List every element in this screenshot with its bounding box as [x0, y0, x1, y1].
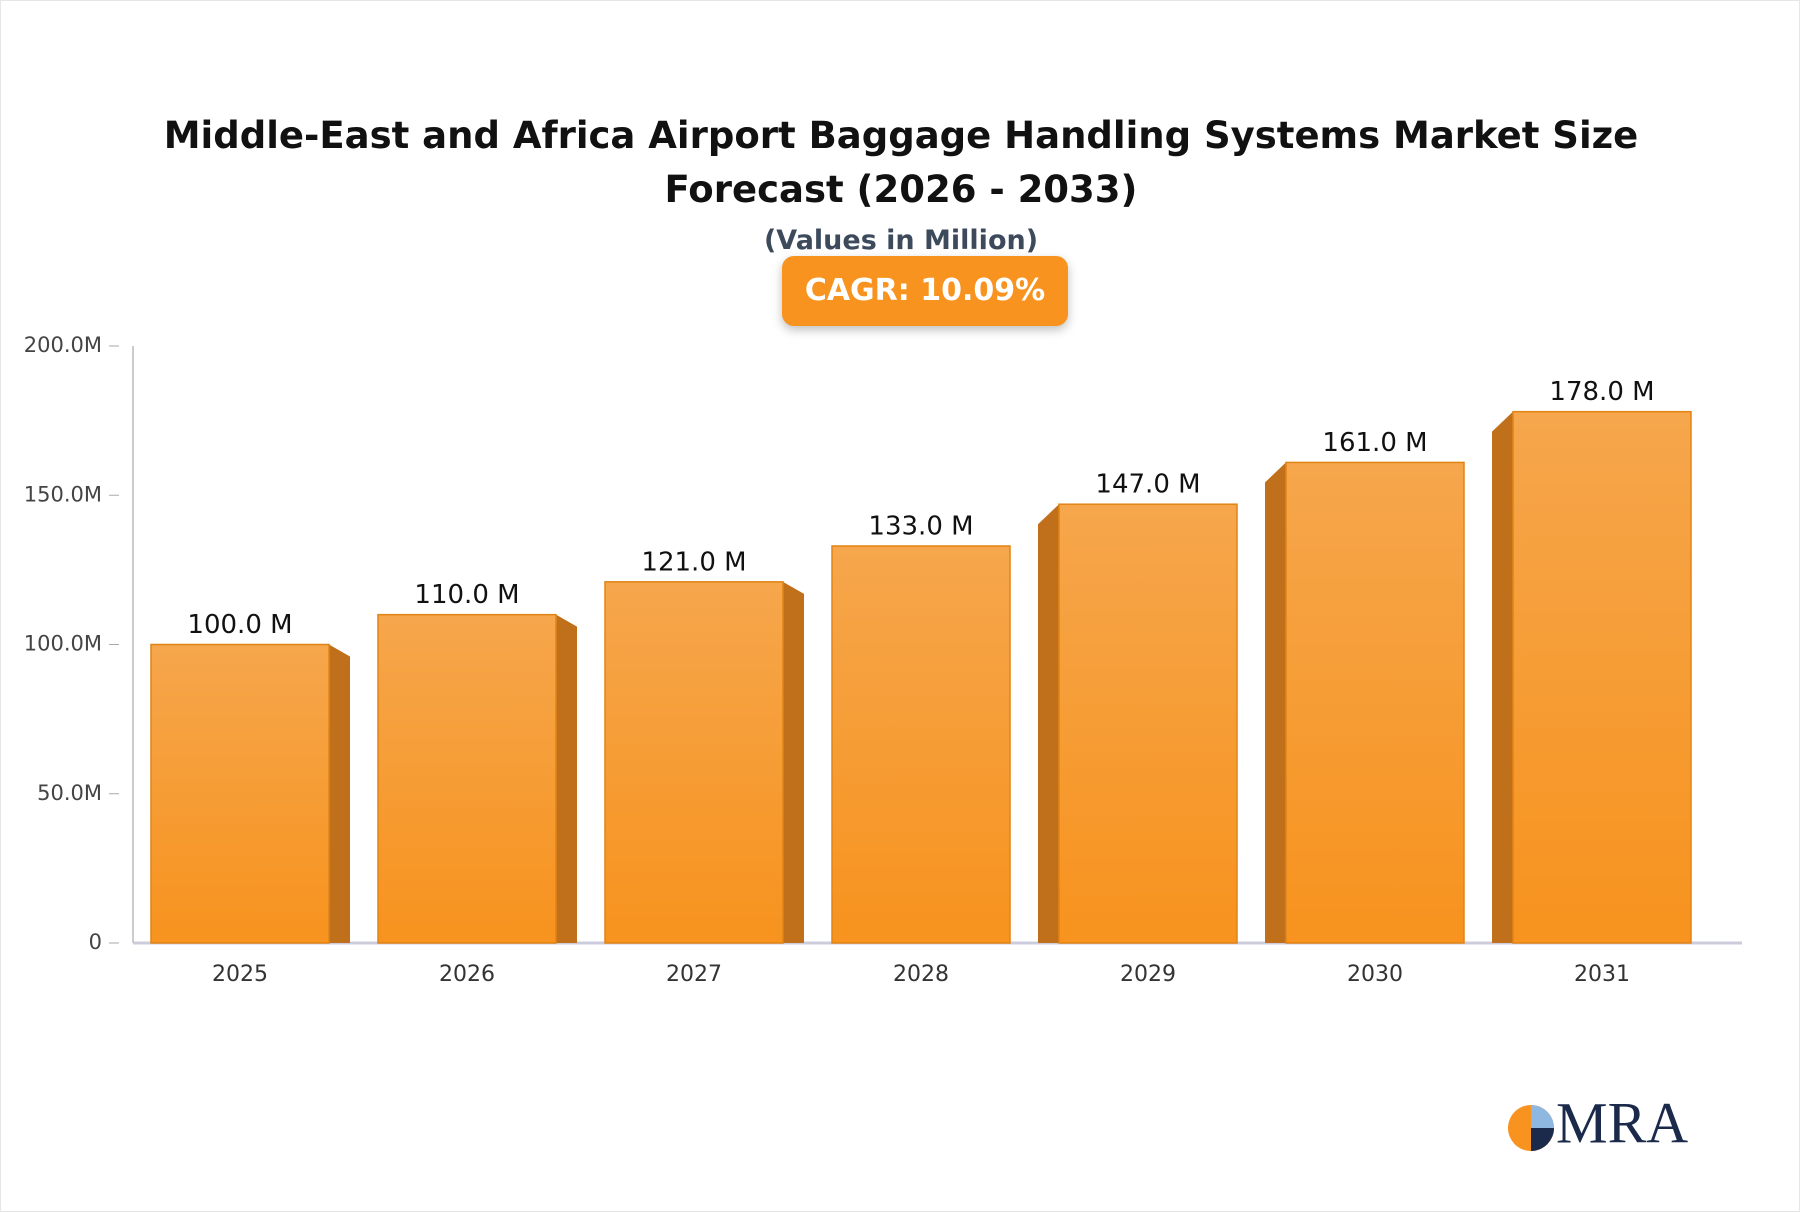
x-tick-label: 2031	[1574, 962, 1630, 987]
bar	[1512, 410, 1692, 944]
bar	[150, 643, 330, 944]
y-tick-label: 50.0M	[37, 781, 102, 805]
x-tick-label: 2027	[666, 962, 722, 987]
x-tick-label: 2025	[212, 962, 268, 987]
value-label: 178.0 M	[1549, 377, 1654, 407]
y-tick-label: 200.0M	[24, 333, 102, 357]
bar	[1058, 503, 1238, 944]
y-tick-label: 150.0M	[24, 482, 102, 506]
bar-side	[1492, 411, 1513, 943]
bar	[1285, 461, 1465, 944]
bar	[831, 545, 1011, 944]
value-label: 121.0 M	[641, 547, 746, 577]
bar-side	[1265, 462, 1286, 943]
value-label: 133.0 M	[868, 511, 973, 541]
x-tick-label: 2026	[439, 962, 495, 987]
x-tick-label: 2030	[1347, 962, 1403, 987]
value-label: 100.0 M	[187, 610, 292, 640]
bar-side	[329, 644, 350, 943]
chart-title: Middle-East and Africa Airport Baggage H…	[163, 114, 1639, 211]
x-tick-label: 2029	[1120, 962, 1176, 987]
cagr-badge: CAGR: 10.09%	[782, 256, 1068, 326]
bar-side	[783, 581, 804, 943]
value-label: 147.0 M	[1095, 470, 1200, 500]
bar-side	[1038, 504, 1059, 943]
logo-text: MRA	[1556, 1090, 1688, 1155]
bar	[604, 581, 784, 944]
x-tick-label: 2028	[893, 962, 949, 987]
bar-side	[556, 614, 577, 943]
value-label: 161.0 M	[1322, 428, 1427, 458]
chart-subtitle: (Values in Million)	[763, 225, 1039, 256]
y-tick-label: 0	[89, 930, 102, 954]
logo: MRA	[1508, 1090, 1688, 1155]
value-label: 110.0 M	[414, 580, 519, 610]
bar	[377, 613, 557, 944]
y-tick-label: 100.0M	[24, 632, 102, 656]
